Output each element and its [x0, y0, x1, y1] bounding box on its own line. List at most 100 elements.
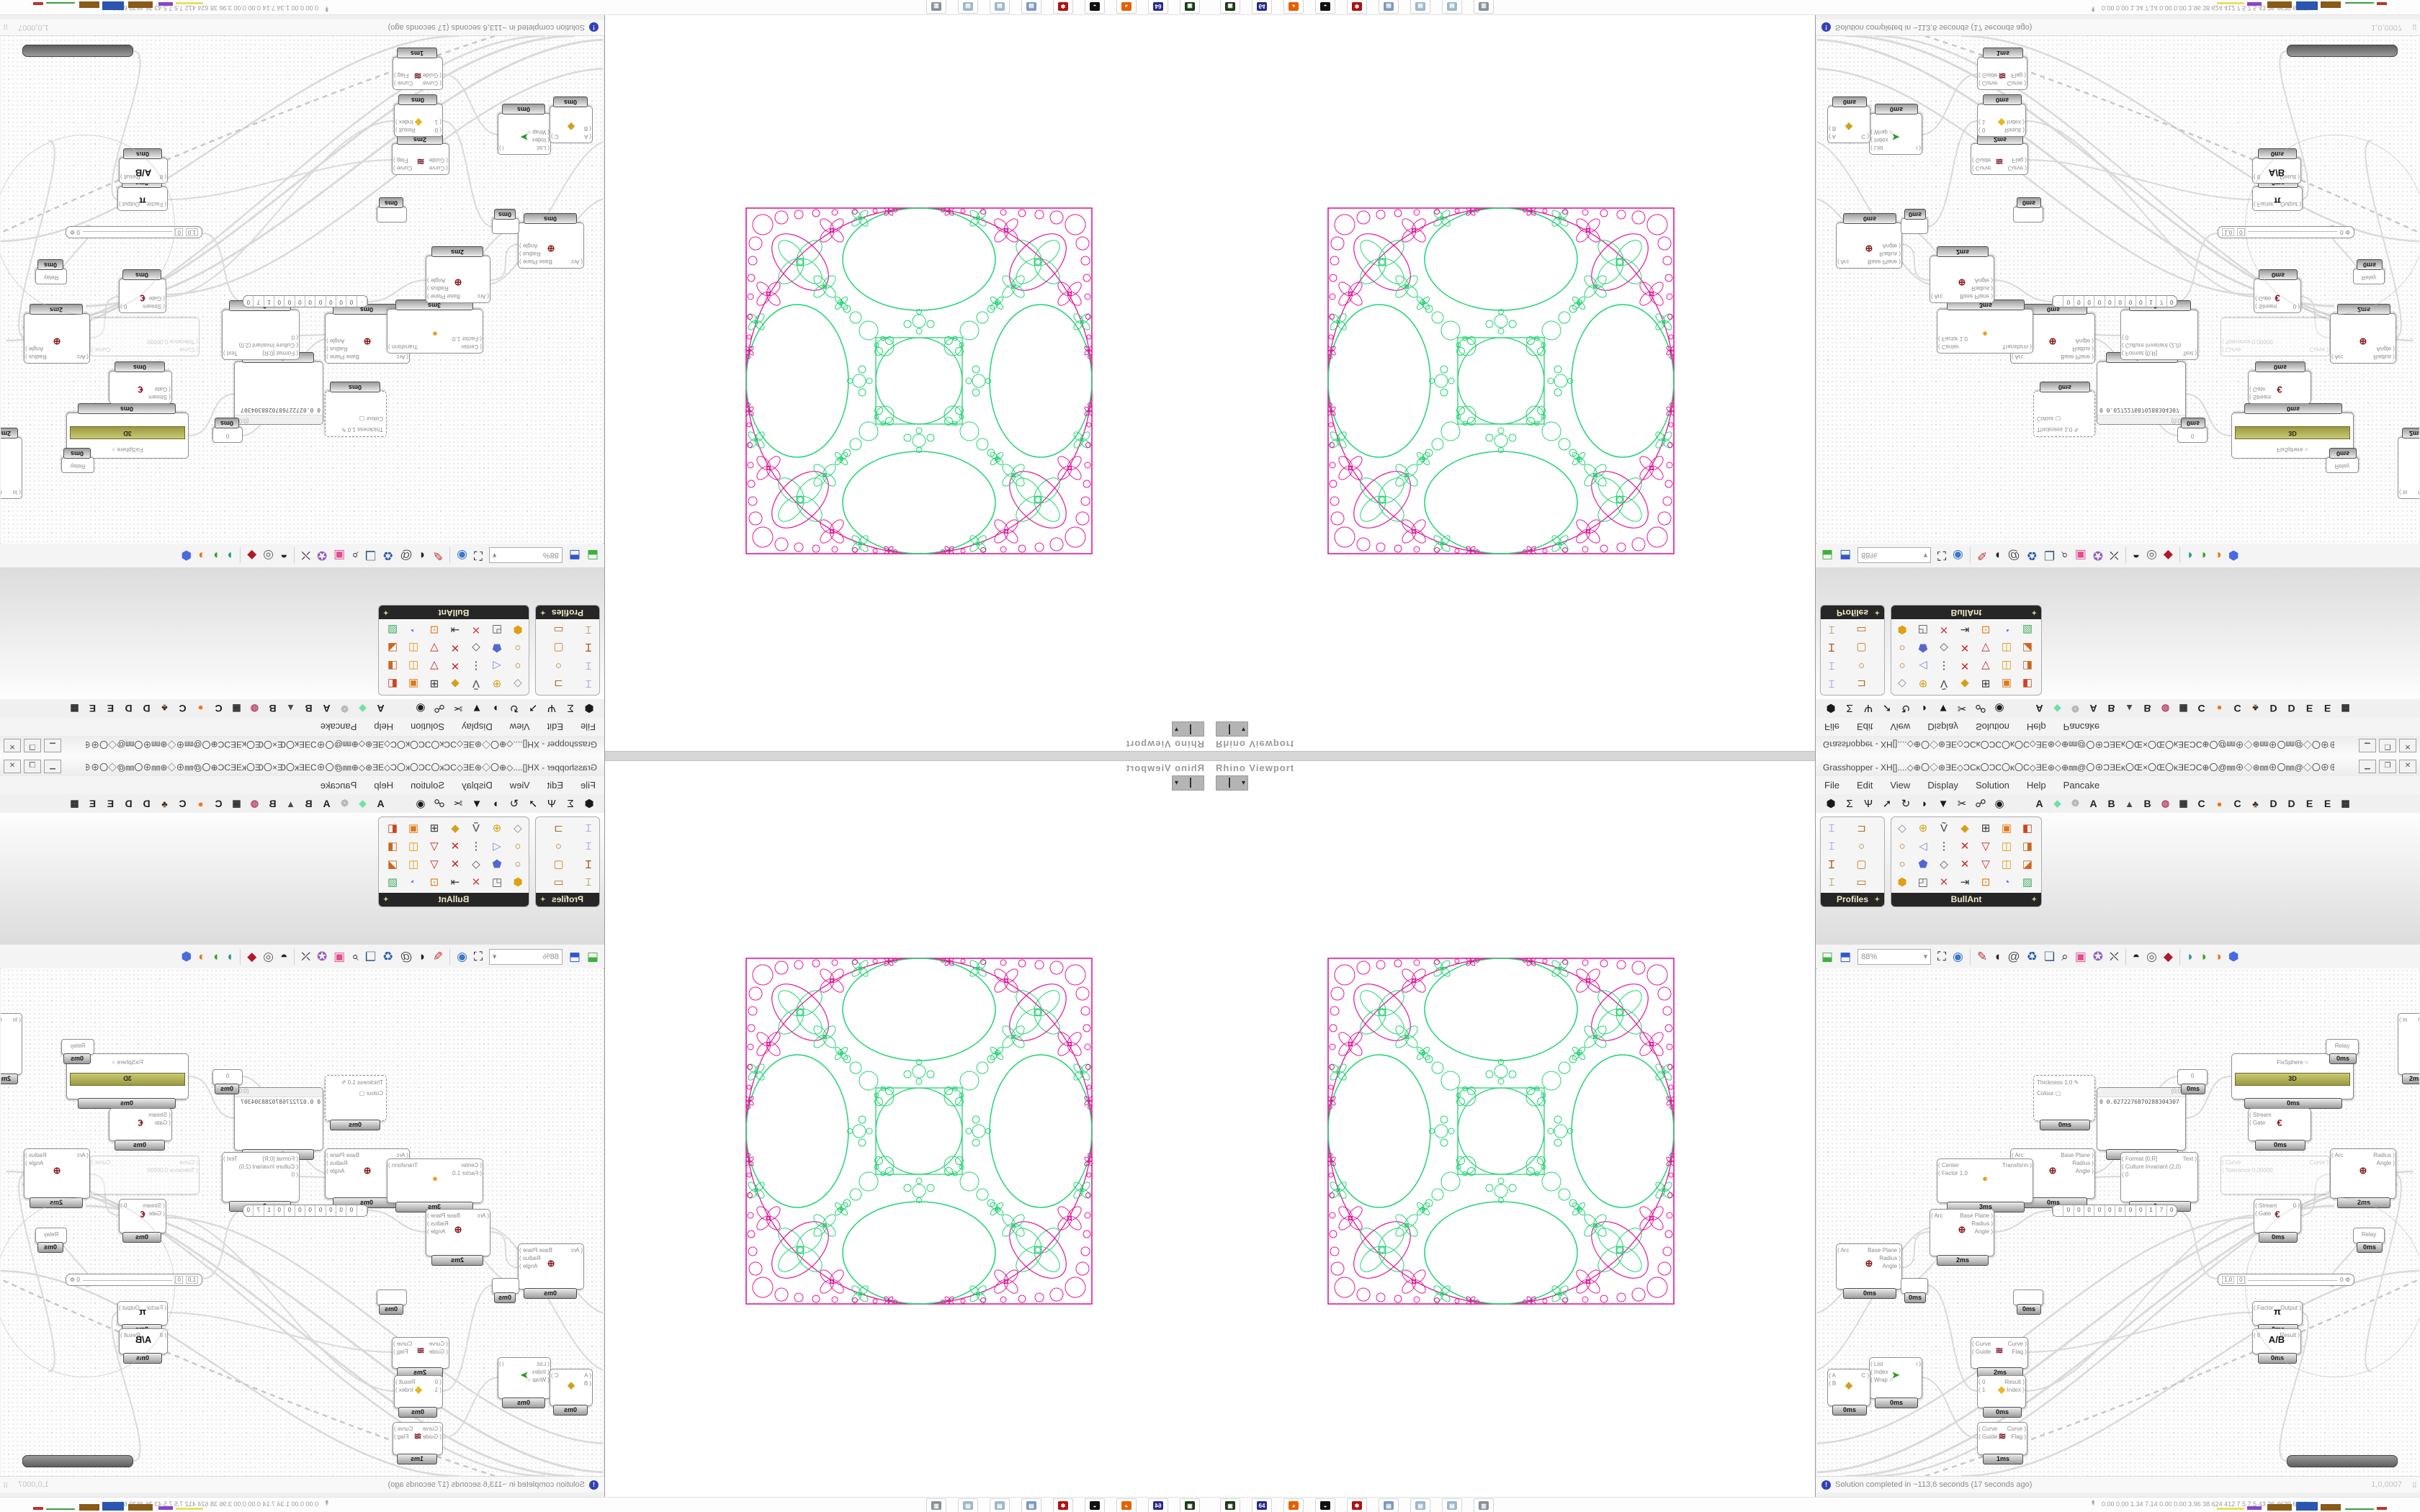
tab-plugin-E[interactable]: E [107, 703, 115, 714]
package-question-icon[interactable]: ▣ [2074, 549, 2087, 562]
port-label[interactable]: Angle ) [2075, 338, 2094, 344]
component-icon[interactable]: ◧ [387, 678, 398, 690]
grasshopper-titlebar[interactable]: Grasshopper - XH[]....◇⊕〇◇⊛ƎE◇ƆCĸ〇ƆC〇ĸ〇C… [1816, 756, 2420, 777]
component-icon[interactable]: ⊡ [1981, 876, 1991, 888]
gh-canvas[interactable]: Thickness 1.0 ✎ Colour ▢ 0ms {0;0} 0 0.02722… [1, 968, 603, 1476]
component-icon[interactable]: ⊕ [492, 678, 502, 690]
digit-cell[interactable]: 0 [274, 296, 285, 307]
component-icon[interactable]: ◆ [451, 822, 460, 834]
component-icon[interactable]: ▨ [2022, 876, 2033, 888]
port-label[interactable]: ( 0 [2122, 334, 2129, 341]
port-label[interactable]: Transform ) [388, 1162, 418, 1169]
component-icon[interactable]: ▽ [1981, 840, 1990, 852]
fox-icon[interactable]: ◒ [1315, 1498, 1335, 1512]
component-icon[interactable]: ◨ [2022, 840, 2033, 852]
gh-node[interactable]: ( Center( Factor 1.0 Transform ) ● 3ms [1937, 300, 2033, 354]
package-question-icon[interactable]: ▣ [333, 549, 346, 562]
menu-edit[interactable]: Edit [547, 721, 564, 732]
search-icon[interactable]: ⌕ [351, 950, 359, 963]
component-icon[interactable]: ▽ [430, 840, 439, 852]
tab-plugin-A[interactable]: A [377, 798, 385, 809]
port-label[interactable]: Curve ) [2007, 80, 2026, 86]
tab-plugin-B[interactable]: B [2143, 798, 2151, 809]
digit-cell[interactable]: 0 [2063, 296, 2074, 307]
component-icon[interactable]: ◇ [1898, 822, 1906, 834]
tab-surface[interactable]: ◗ [492, 702, 499, 715]
port-label[interactable]: ( Factor 1.0 [452, 336, 482, 342]
tab-plugin-B[interactable]: B [269, 798, 277, 809]
component-icon[interactable]: ✕ [471, 624, 481, 636]
tab-curve[interactable]: ↻ [509, 702, 519, 714]
gh-node[interactable]: ( InOut )2ms [2398, 428, 2419, 499]
component-icon[interactable]: ◨ [387, 660, 398, 672]
port-label[interactable]: ( Gate [148, 1210, 165, 1217]
menu-solution[interactable]: Solution [1975, 721, 2009, 732]
digit-scroller-slider[interactable]: · 0 0 0 0 0 0 0 0 1 7 0 [2052, 295, 2177, 307]
component-icon[interactable]: ▽ [430, 642, 439, 654]
gh-node[interactable]: ( Format [0;R]( Culture Invariant (2,0)(… [222, 300, 300, 360]
port-label[interactable]: ( B [1829, 1380, 1837, 1387]
tab-plugin-C[interactable]: C [2233, 703, 2241, 714]
preview-eye-icon[interactable]: ◉ [1953, 950, 1963, 963]
digit-cell[interactable]: 1 [264, 296, 275, 307]
component-icon[interactable]: ⊡ [429, 624, 439, 636]
menu-help[interactable]: Help [2026, 721, 2046, 732]
sketch-properties-panel[interactable]: Thickness 1.0 ✎ Colour ▢ 0ms [2033, 1075, 2095, 1130]
firefox-icon[interactable]: ◕ [1116, 0, 1137, 14]
port-label[interactable]: ( 1 [1978, 119, 1986, 125]
component-icon[interactable]: ◁ [1919, 840, 1927, 852]
digit-cell[interactable]: 0 [274, 1205, 285, 1216]
tab-plugin-E[interactable]: E [2305, 798, 2313, 809]
port-label[interactable]: ( Gate [148, 295, 165, 302]
component-icon[interactable]: ◨ [2022, 660, 2033, 672]
port-label[interactable]: ( In [12, 489, 21, 495]
digit-cell[interactable]: 0 [305, 296, 316, 307]
digit-cell[interactable]: 0 [295, 296, 306, 307]
tab-vector[interactable]: ➚ [1882, 798, 1892, 810]
component-icon[interactable]: ⇥ [1960, 624, 1970, 636]
port-label[interactable]: Index ) [2007, 1387, 2025, 1393]
digit-cell[interactable]: 0 [2125, 296, 2136, 307]
menu-pancake[interactable]: Pancake [320, 780, 357, 791]
port-label[interactable]: Radius ) [2373, 354, 2395, 360]
document-icon[interactable]: ❏ [2043, 549, 2056, 562]
port-label[interactable]: Text ) [223, 350, 238, 356]
port-label[interactable]: ( List [1870, 1361, 1883, 1367]
port-label[interactable]: ( Stream [148, 394, 171, 400]
port-label[interactable]: C ) [1861, 133, 1869, 140]
component-icon[interactable]: ⬢ [1897, 624, 1907, 636]
orange-dot-icon[interactable]: ● [197, 703, 204, 714]
relay-node[interactable]: 0ms [1901, 1278, 1928, 1303]
port-label[interactable]: Flag ) [394, 72, 409, 78]
checker-icon[interactable]: ▩ [2341, 798, 2350, 809]
tab-mesh[interactable]: ▼ [1937, 797, 1949, 810]
digit-cell[interactable]: 0 [2135, 1205, 2146, 1216]
gem-green-icon[interactable]: ◆ [359, 703, 367, 714]
component-icon[interactable]: ◔ [2003, 624, 2010, 636]
port-label[interactable]: Result ) [395, 127, 416, 133]
printer-icon[interactable]: ▥ [926, 0, 946, 14]
tab-plugin-B[interactable]: B [2107, 703, 2115, 714]
component-icon[interactable]: ✕ [450, 660, 460, 672]
gem-green-icon[interactable]: ◆ [2053, 798, 2061, 809]
pin-green-icon[interactable]: ◗ [2200, 950, 2208, 963]
taskbar[interactable]: ▣ 64 ◕ ◒ ✱ ▤ ▤ ▤ ▥ ↟ 0.00 0.00 1.34 7.14 0.00 0.… [1210, 1497, 2420, 1512]
port-label[interactable]: Index ) [395, 1387, 413, 1393]
checker-icon[interactable]: ▩ [70, 703, 79, 714]
relay-node[interactable]: 0ms [377, 197, 407, 222]
bird-icon[interactable]: ♣ [2252, 798, 2259, 809]
port-label[interactable]: Angle ) [2376, 346, 2395, 352]
port-label[interactable]: Curve ) [2007, 165, 2027, 171]
tab-mesh[interactable]: ▼ [1937, 702, 1949, 715]
port-label[interactable]: Angle ) [2075, 1168, 2094, 1174]
component-icon[interactable]: ○ [1899, 660, 1906, 672]
digit-cell[interactable]: · [2053, 1205, 2063, 1216]
gh-node[interactable]: ( Arc Base Plane ) Radius ) Angle ) ⊕ 0ms [1836, 1243, 1902, 1299]
data-panel[interactable]: {0;0}0 0.02722768702883043070ms [234, 352, 323, 425]
crossed-wires-icon[interactable]: ⛌ [2110, 950, 2119, 963]
data-panel[interactable]: {0;0}0 0.02722768702883043070ms [234, 1087, 323, 1160]
shield-icon[interactable]: ◍ [250, 703, 259, 714]
port-label[interactable]: ( Arc [477, 293, 489, 300]
component-icon[interactable]: ▭ [1856, 876, 1867, 888]
